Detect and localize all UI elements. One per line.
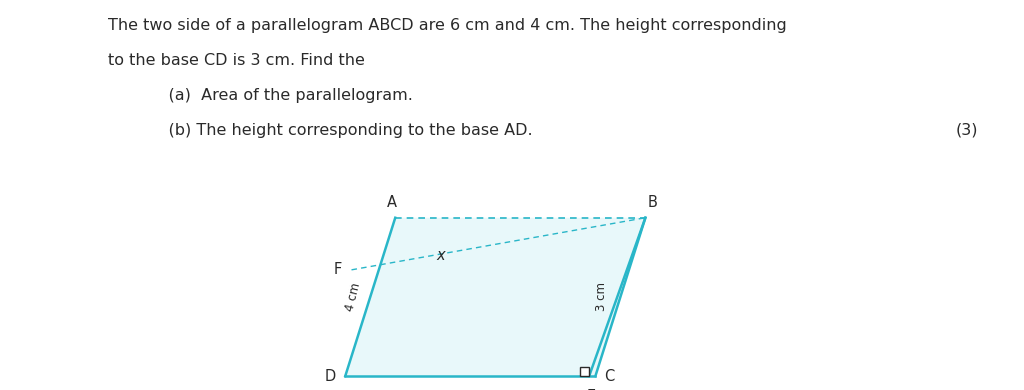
- Text: 3 cm: 3 cm: [595, 282, 608, 312]
- Text: 6 cm: 6 cm: [456, 389, 485, 390]
- Polygon shape: [345, 218, 645, 376]
- Bar: [580, 367, 589, 376]
- Text: to the base CD is 3 cm. Find the: to the base CD is 3 cm. Find the: [108, 53, 365, 67]
- Text: (b) The height corresponding to the base AD.: (b) The height corresponding to the base…: [148, 123, 534, 138]
- Text: B: B: [647, 195, 657, 210]
- Text: F: F: [334, 262, 342, 277]
- Text: D: D: [325, 369, 336, 384]
- Text: (a)  Area of the parallelogram.: (a) Area of the parallelogram.: [148, 88, 414, 103]
- Text: x: x: [437, 248, 445, 263]
- Text: C: C: [604, 369, 614, 384]
- Text: A: A: [387, 195, 397, 210]
- Text: (3): (3): [955, 123, 978, 138]
- Text: The two side of a parallelogram ABCD are 6 cm and 4 cm. The height corresponding: The two side of a parallelogram ABCD are…: [108, 18, 786, 32]
- Text: 4 cm: 4 cm: [343, 281, 362, 313]
